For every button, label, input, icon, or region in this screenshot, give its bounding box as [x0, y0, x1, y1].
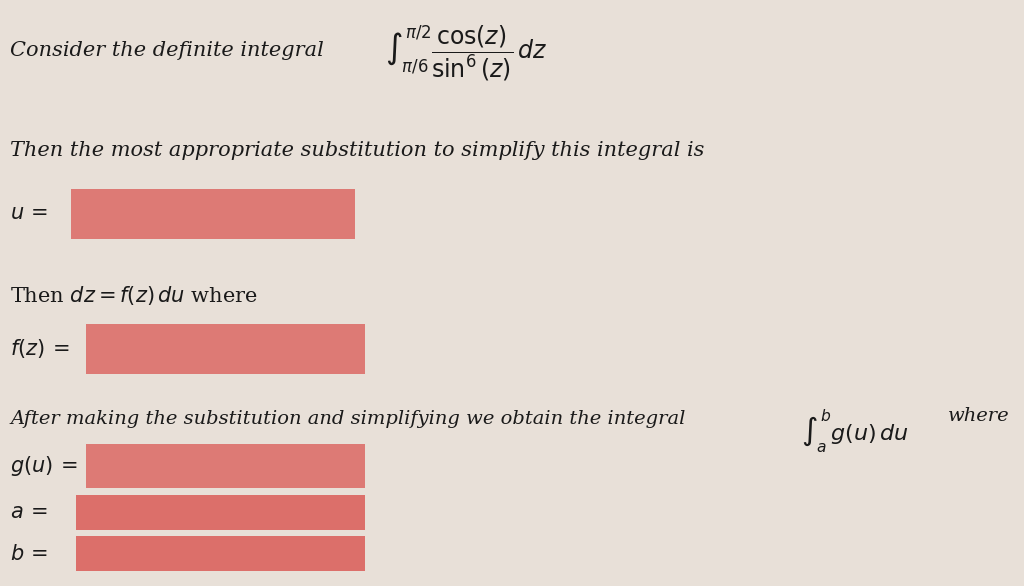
Text: $b\, =$: $b\, =$: [10, 544, 48, 564]
Text: $f(z)\, =$: $f(z)\, =$: [10, 337, 70, 360]
FancyBboxPatch shape: [76, 495, 365, 530]
Text: $a\, =$: $a\, =$: [10, 503, 48, 522]
FancyBboxPatch shape: [76, 536, 365, 571]
FancyBboxPatch shape: [86, 444, 365, 488]
Text: $u\, =$: $u\, =$: [10, 205, 48, 223]
Text: $g(u)\, =$: $g(u)\, =$: [10, 454, 78, 478]
FancyBboxPatch shape: [71, 189, 355, 239]
Text: $\int_{\pi/6}^{\pi/2} \dfrac{\cos(z)}{\sin^{6}(z)}\, dz$: $\int_{\pi/6}^{\pi/2} \dfrac{\cos(z)}{\s…: [385, 23, 548, 83]
Text: Then the most appropriate substitution to simplify this integral is: Then the most appropriate substitution t…: [10, 141, 705, 159]
Text: $\int_a^b g(u)\, du$: $\int_a^b g(u)\, du$: [801, 407, 908, 455]
Text: After making the substitution and simplifying we obtain the integral: After making the substitution and simpli…: [10, 410, 685, 428]
FancyBboxPatch shape: [86, 323, 365, 374]
Text: Then $dz = f(z)\, du$ where: Then $dz = f(z)\, du$ where: [10, 284, 258, 307]
Text: Consider the definite integral: Consider the definite integral: [10, 41, 324, 60]
Text: where: where: [948, 407, 1010, 425]
